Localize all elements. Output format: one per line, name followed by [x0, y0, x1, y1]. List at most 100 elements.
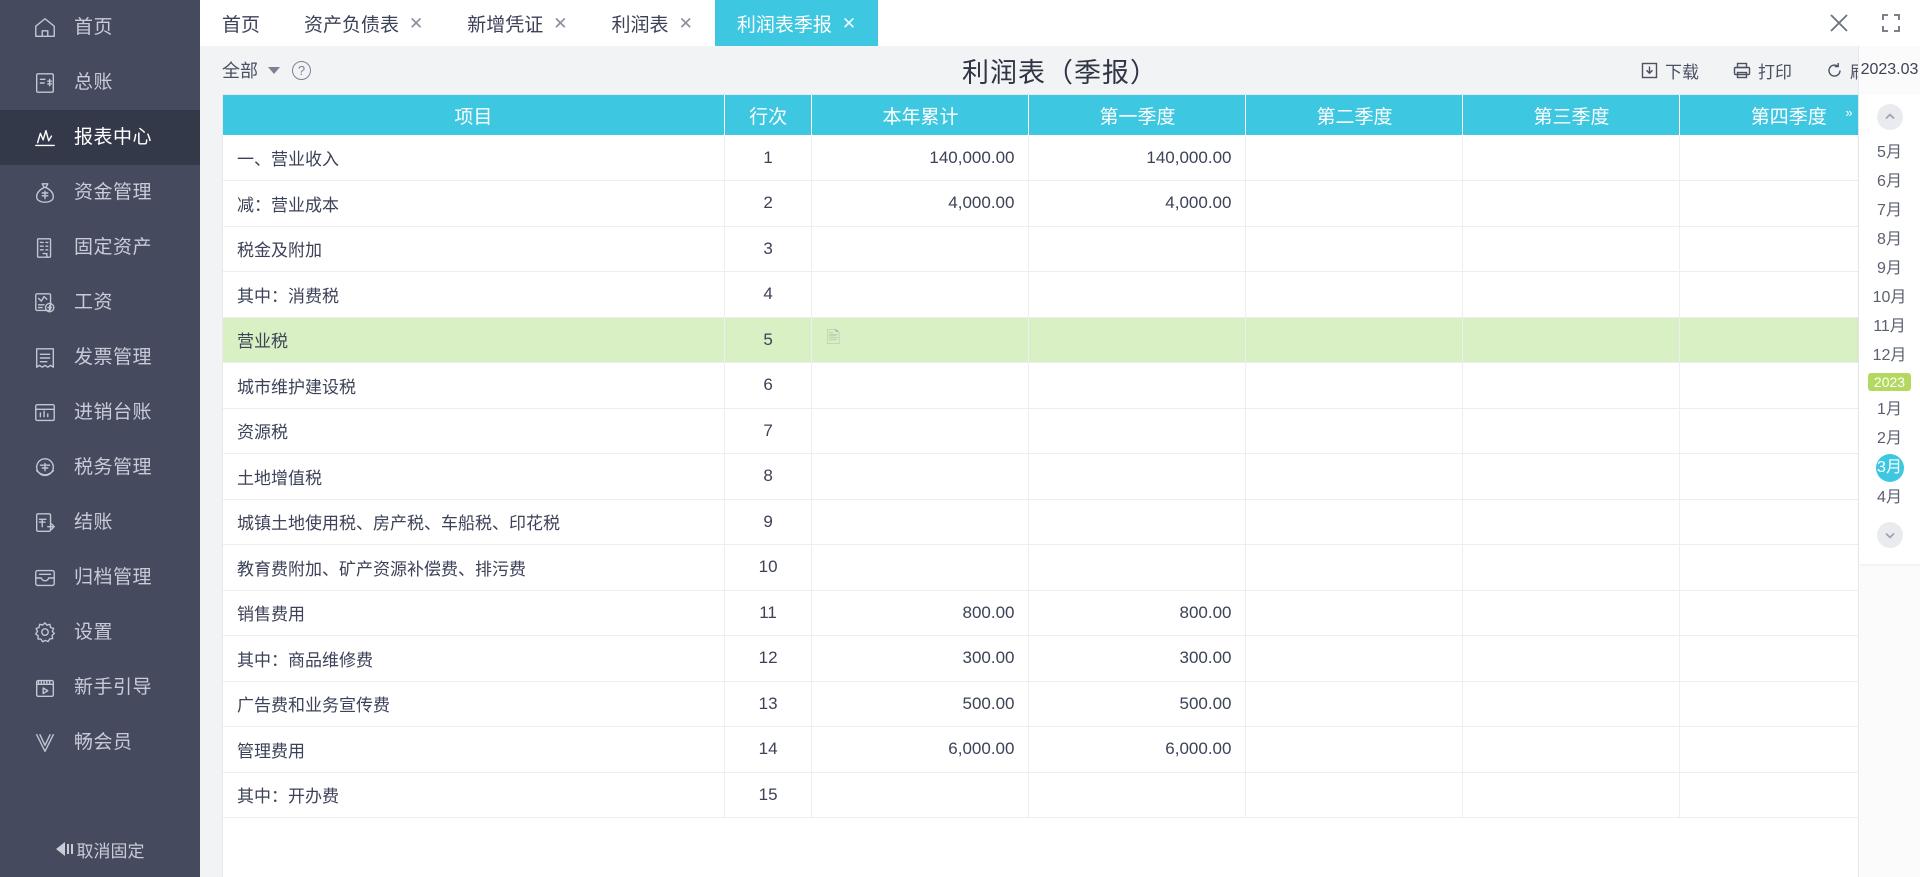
row-value-ytd[interactable]: 500.00 — [811, 681, 1030, 727]
row-value-q1[interactable] — [1028, 317, 1247, 363]
sidebar-item-1[interactable]: 首页 — [0, 0, 200, 55]
row-value-ytd[interactable] — [811, 499, 1030, 545]
table-row[interactable]: 销售费用 11 800.00 800.00 — [223, 590, 1897, 636]
row-value-q3[interactable] — [1462, 135, 1681, 181]
row-value-ytd[interactable] — [811, 772, 1030, 818]
sidebar-item-3[interactable]: 报表中心 — [0, 110, 200, 165]
row-value-q2[interactable] — [1245, 271, 1464, 318]
table-row[interactable]: 广告费和业务宣传费 13 500.00 500.00 — [223, 681, 1897, 727]
row-value-ytd[interactable] — [811, 226, 1030, 272]
tab-close-icon[interactable]: ✕ — [678, 13, 693, 33]
row-value-q1[interactable]: 140,000.00 — [1028, 135, 1247, 181]
row-value-q1[interactable]: 6,000.00 — [1028, 726, 1247, 773]
table-row[interactable]: 城镇土地使用税、房产税、车船税、印花税 9 — [223, 499, 1897, 545]
row-value-q3[interactable] — [1462, 499, 1681, 545]
row-value-q1[interactable] — [1028, 408, 1247, 454]
row-value-q1[interactable]: 300.00 — [1028, 635, 1247, 682]
row-value-q1[interactable] — [1028, 271, 1247, 318]
row-value-q3[interactable] — [1462, 681, 1681, 727]
help-icon[interactable]: ? — [292, 60, 311, 80]
row-value-q3[interactable] — [1462, 362, 1681, 409]
row-value-q2[interactable] — [1245, 590, 1464, 636]
row-value-q3[interactable] — [1462, 590, 1681, 636]
row-value-q1[interactable] — [1028, 453, 1247, 500]
tab-close-icon[interactable]: ✕ — [553, 13, 568, 33]
row-value-q1[interactable] — [1028, 362, 1247, 409]
note-icon[interactable]: 🖹 — [826, 328, 841, 348]
row-value-q2[interactable] — [1245, 772, 1464, 818]
scroll-down-icon[interactable] — [1876, 522, 1903, 548]
row-value-ytd[interactable] — [811, 362, 1030, 409]
table-row[interactable]: 营业税 5 🖹 — [223, 317, 1897, 363]
row-value-ytd[interactable]: 300.00 — [811, 635, 1030, 682]
table-row[interactable]: 资源税 7 — [223, 408, 1897, 454]
table-row[interactable]: 其中：消费税 4 — [223, 271, 1897, 318]
row-value-ytd[interactable]: 4,000.00 — [811, 180, 1030, 227]
row-value-ytd[interactable] — [811, 453, 1030, 500]
sidebar-item-10[interactable]: 结账 — [0, 495, 200, 550]
tab-3[interactable]: 新增凭证 ✕ — [445, 0, 589, 46]
sidebar-item-4[interactable]: 资金管理 — [0, 165, 200, 220]
row-value-q2[interactable] — [1245, 635, 1464, 682]
table-row[interactable]: 其中：商品维修费 12 300.00 300.00 — [223, 635, 1897, 682]
row-value-ytd[interactable]: 140,000.00 — [811, 135, 1030, 181]
row-value-q2[interactable] — [1245, 226, 1464, 272]
row-value-q2[interactable] — [1245, 180, 1464, 227]
table-row[interactable]: 土地增值税 8 — [223, 453, 1897, 500]
row-value-q1[interactable] — [1028, 226, 1247, 272]
row-value-q3[interactable] — [1462, 772, 1681, 818]
tab-1[interactable]: 首页 — [200, 0, 282, 46]
row-value-q2[interactable] — [1245, 317, 1464, 363]
print-button[interactable]: 打印 — [1733, 58, 1792, 83]
tab-2[interactable]: 资产负债表 ✕ — [282, 0, 445, 46]
row-value-q1[interactable]: 500.00 — [1028, 681, 1247, 727]
row-value-q2[interactable] — [1245, 544, 1464, 591]
row-value-q3[interactable] — [1462, 271, 1681, 318]
sidebar-item-13[interactable]: 新手引导 — [0, 660, 200, 715]
row-value-q3[interactable] — [1462, 317, 1681, 363]
month-item-8月[interactable]: 8月 — [1877, 231, 1902, 248]
row-value-q1[interactable] — [1028, 772, 1247, 818]
row-value-q1[interactable]: 800.00 — [1028, 590, 1247, 636]
month-item-2月[interactable]: 2月 — [1877, 430, 1902, 447]
row-value-q2[interactable] — [1245, 726, 1464, 773]
tab-close-icon[interactable]: ✕ — [409, 13, 424, 33]
row-value-q3[interactable] — [1462, 726, 1681, 773]
row-value-q3[interactable] — [1462, 408, 1681, 454]
month-item-11月[interactable]: 11月 — [1873, 318, 1906, 335]
row-value-q3[interactable] — [1462, 180, 1681, 227]
row-value-q3[interactable] — [1462, 544, 1681, 591]
row-value-ytd[interactable]: 800.00 — [811, 590, 1030, 636]
row-value-ytd[interactable] — [811, 271, 1030, 318]
period-filter-dropdown[interactable]: 全部 — [222, 57, 280, 83]
month-item-9月[interactable]: 9月 — [1877, 260, 1902, 277]
sidebar-collapse-button[interactable]: 取消固定 — [0, 821, 200, 877]
scroll-up-icon[interactable] — [1876, 104, 1903, 130]
row-value-q2[interactable] — [1245, 362, 1464, 409]
row-value-ytd[interactable] — [811, 544, 1030, 591]
table-row[interactable]: 管理费用 14 6,000.00 6,000.00 — [223, 726, 1897, 773]
month-item-1月[interactable]: 1月 — [1877, 401, 1902, 418]
month-item-5月[interactable]: 5月 — [1877, 144, 1902, 161]
row-value-ytd[interactable]: 6,000.00 — [811, 726, 1030, 773]
tab-close-icon[interactable]: ✕ — [841, 13, 857, 33]
fullscreen-icon[interactable] — [1880, 12, 1902, 34]
row-value-ytd[interactable]: 🖹 — [811, 317, 1030, 363]
sidebar-item-11[interactable]: 归档管理 — [0, 550, 200, 605]
tab-5[interactable]: 利润表季报 ✕ — [714, 0, 879, 46]
row-value-q2[interactable] — [1245, 681, 1464, 727]
month-item-7月[interactable]: 7月 — [1877, 202, 1902, 219]
row-value-q2[interactable] — [1245, 135, 1464, 181]
table-row[interactable]: 减：营业成本 2 4,000.00 4,000.00 — [223, 180, 1897, 227]
row-value-q2[interactable] — [1245, 499, 1464, 545]
month-item-12月[interactable]: 12月 — [1872, 347, 1907, 364]
sidebar-item-2[interactable]: 总账 — [0, 55, 200, 110]
row-value-q1[interactable] — [1028, 499, 1247, 545]
month-item-3月[interactable]: 3月 — [1875, 454, 1904, 482]
row-value-q2[interactable] — [1245, 453, 1464, 500]
table-row[interactable]: 其中：开办费 15 — [223, 772, 1897, 818]
row-value-q3[interactable] — [1462, 453, 1681, 500]
table-row[interactable]: 教育费附加、矿产资源补偿费、排污费 10 — [223, 544, 1897, 591]
month-item-4月[interactable]: 4月 — [1877, 489, 1902, 506]
table-row[interactable]: 城市维护建设税 6 — [223, 362, 1897, 409]
